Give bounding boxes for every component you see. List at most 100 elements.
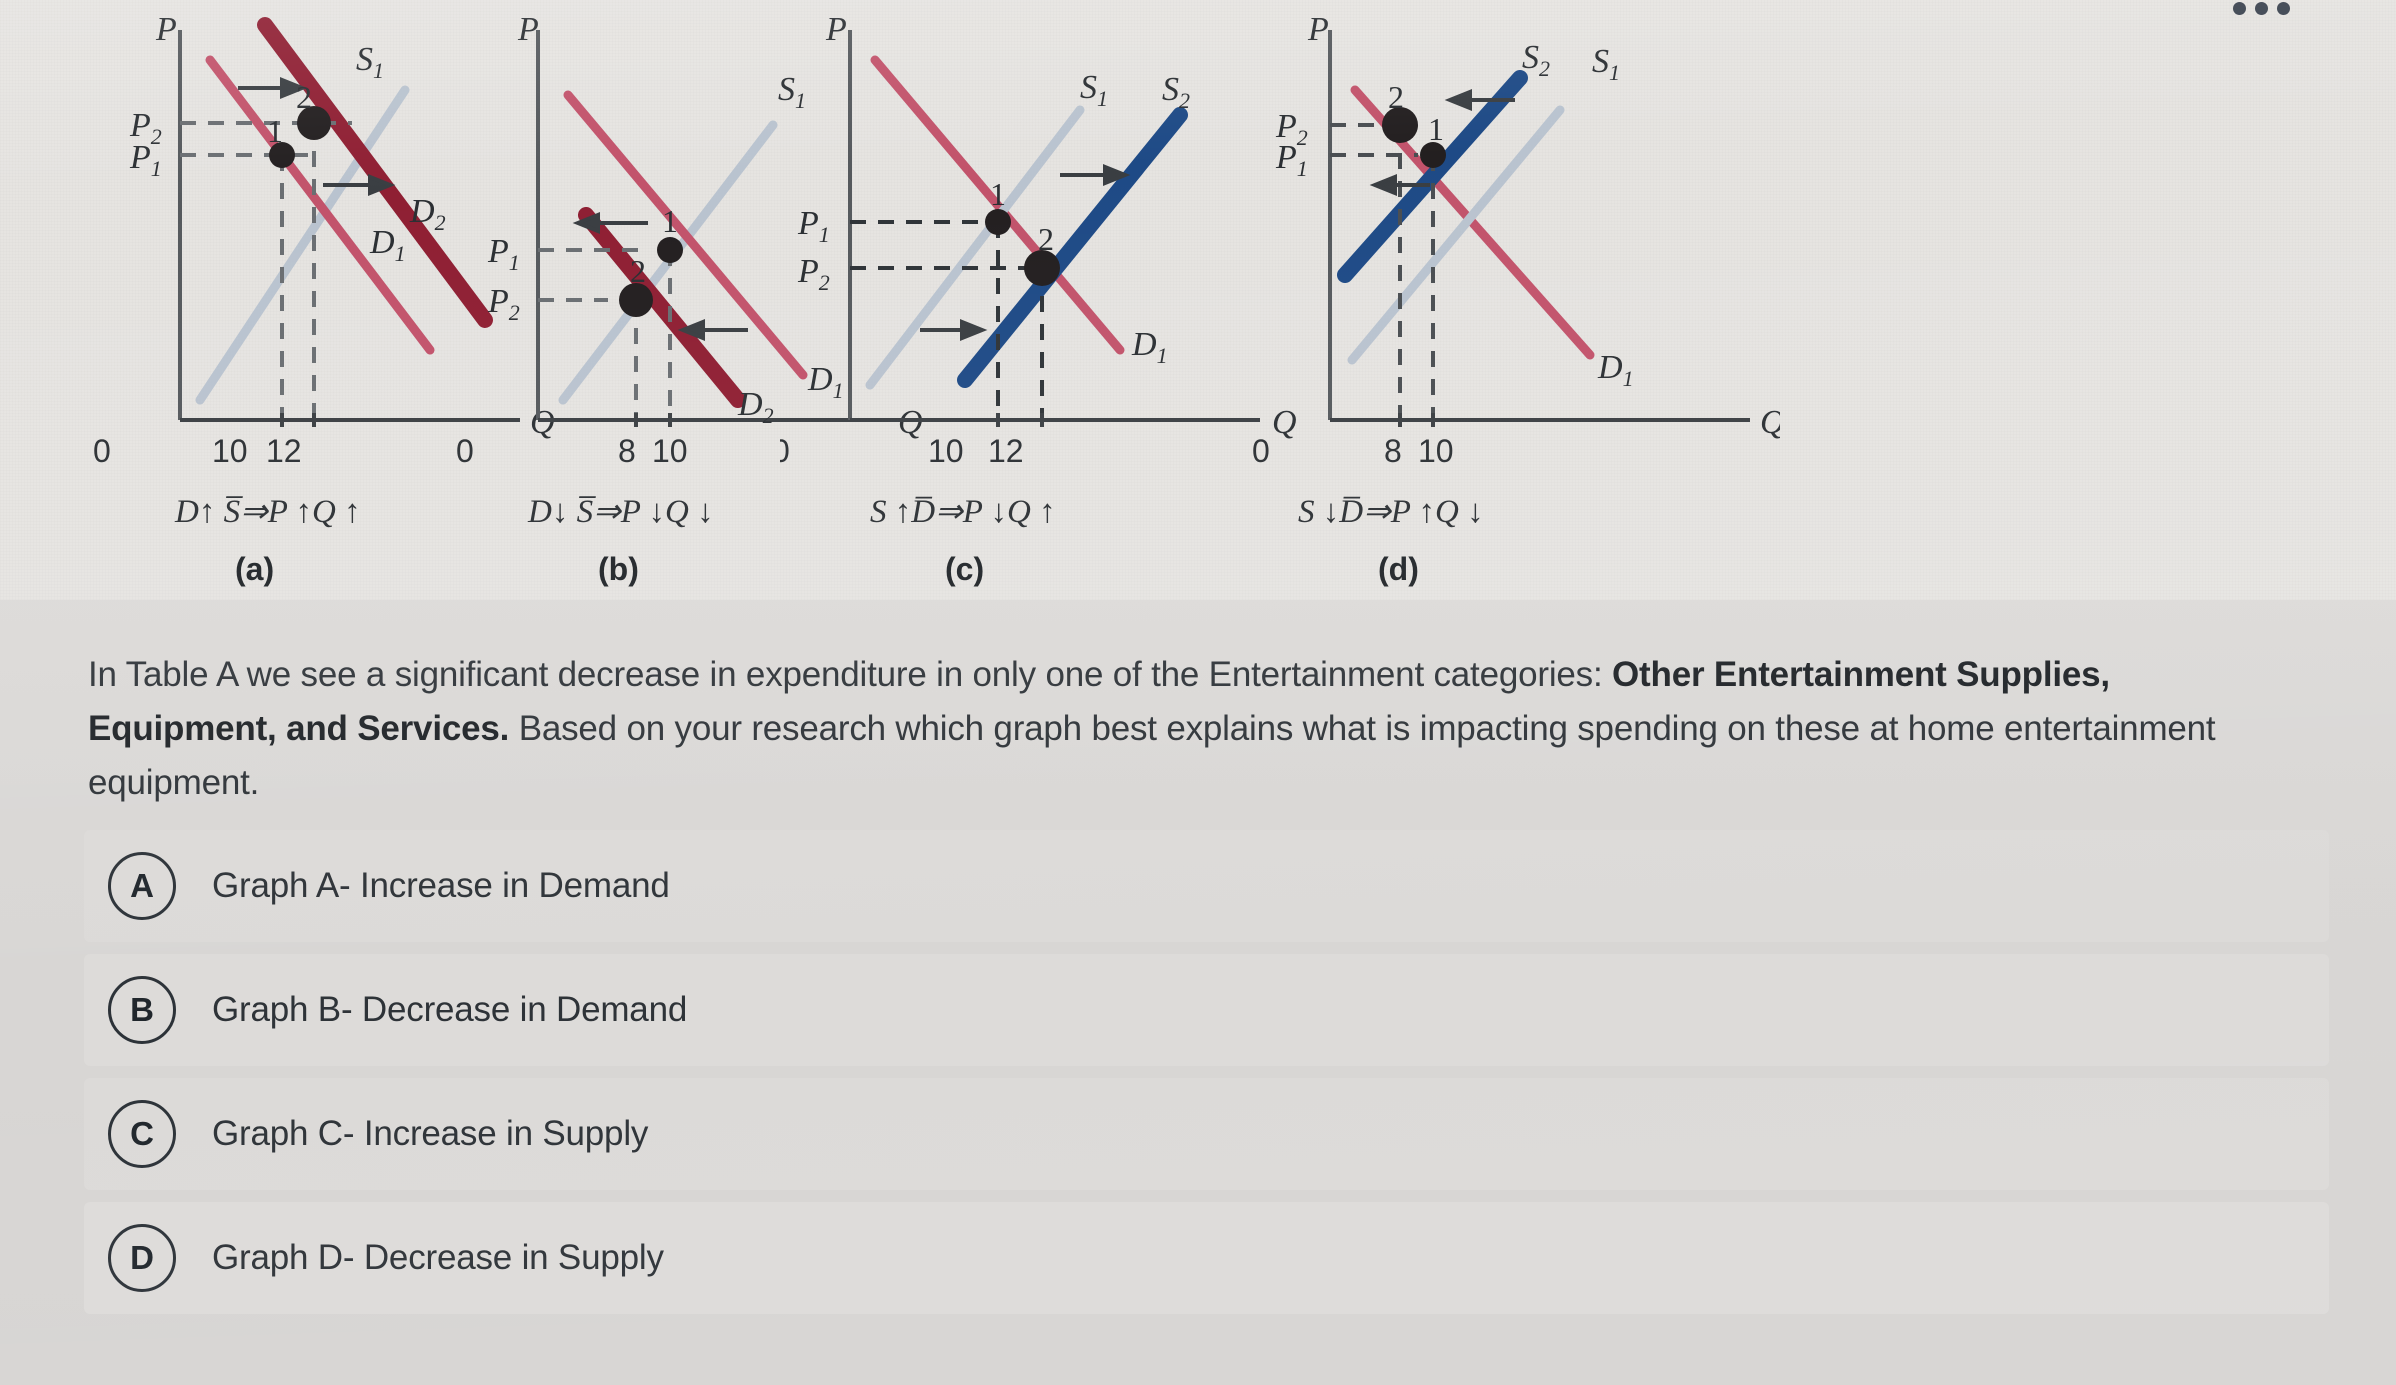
label-d1: D1 [369,224,406,266]
graph-panel-b: P Q P1 P2 S1 D1 D2 1 2 0 8 10 D↓ S̅⇒P ↓Q… [418,0,978,600]
dot-3 [2277,2,2290,15]
question-part-2: Based on your research which graph best … [88,709,2216,802]
shift-arrow-upper [1060,164,1131,186]
point-label-1: 1 [1428,111,1444,147]
x-tick-label-2: 12 [988,433,1024,469]
dot-1 [2233,2,2246,15]
panel-caption: (c) [945,551,984,587]
option-row-b[interactable]: B Graph B- Decrease in Demand [84,954,2329,1066]
panel-caption: (b) [598,551,639,587]
question-part-1: In Table A we see a significant decrease… [88,655,1613,694]
label-p2: P2 [797,253,830,295]
more-options-icon[interactable] [2233,2,2290,15]
shift-arrow-lower [677,319,748,341]
option-letter-a[interactable]: A [108,852,176,920]
equilibrium-point-2 [1382,107,1418,143]
x-tick-label-1: 10 [212,433,248,469]
question-bold-phrase: Other Entertainment Supplies, Equipment,… [88,655,2110,748]
label-p1: P1 [487,233,520,275]
label-d1: D1 [1597,349,1634,391]
equilibrium-point-2 [1024,250,1060,286]
curve-d1 [563,90,808,380]
graph-panel-d: P Q P2 P1 S2 S1 D1 2 1 0 8 10 S ↓D̅⇒P ↑Q… [1140,0,1780,600]
option-label-d: Graph D- Decrease in Supply [212,1238,664,1277]
label-d1: D1 [1131,326,1168,368]
graph-panel-c: P Q P1 P2 S1 S2 D1 1 2 0 10 12 S ↑D̅⇒P ↓… [780,0,1340,600]
x-tick-label-2: 10 [1418,433,1454,469]
option-row-c[interactable]: C Graph C- Increase in Supply [84,1078,2329,1190]
shift-arrow-upper [572,212,648,234]
label-d2: D2 [737,386,774,428]
axis-label-p: P [517,11,539,48]
option-letter-d[interactable]: D [108,1224,176,1292]
figure-strip: P Q P2 P1 S1 D1 D2 2 1 0 10 12 D↑ S̅⇒P ↑… [0,0,2396,600]
option-label-a: Graph A- Increase in Demand [212,866,670,905]
axis-label-q: Q [1760,404,1780,441]
point-label-2: 2 [630,253,646,289]
x-tick-label-1: 8 [618,433,636,469]
panel-formula: S ↑D̅⇒P ↓Q ↑ [870,494,1056,530]
x-tick-label-2: 12 [266,433,302,469]
origin-label: 0 [93,433,111,469]
axis-label-p: P [155,11,177,48]
answer-options-list: A Graph A- Increase in Demand B Graph B-… [84,830,2329,1326]
label-d1: D1 [807,361,844,403]
x-tick-label-1: 10 [928,433,964,469]
curve-d1 [205,55,435,355]
graph-panel-a: P Q P2 P1 S1 D1 D2 2 1 0 10 12 D↑ S̅⇒P ↑… [60,0,620,600]
point-label-2: 2 [296,79,312,115]
curve-d2 [257,17,493,328]
x-tick-label-1: 8 [1384,433,1402,469]
panel-caption: (d) [1378,551,1419,587]
equilibrium-point-1 [985,209,1011,235]
question-text: In Table A we see a significant decrease… [88,648,2298,810]
shift-arrow-lower [920,319,988,341]
option-letter-c[interactable]: C [108,1100,176,1168]
panel-formula: S ↓D̅⇒P ↑Q ↓ [1298,494,1484,530]
label-p1: P1 [797,205,830,247]
origin-label: 0 [456,433,474,469]
origin-label: 0 [1252,433,1270,469]
label-s2: S2 [1522,39,1550,81]
axis-label-q: Q [530,404,555,441]
point-label-2: 2 [1388,79,1404,115]
shift-arrow-lower [323,174,396,196]
axis-label-p: P [1307,11,1329,48]
axis-label-q: Q [1272,404,1297,441]
axis-label-q: Q [898,404,923,441]
shift-arrow-upper [238,77,308,99]
point-label-1: 1 [267,113,283,149]
axis-label-p: P [825,11,847,48]
panel-formula: D↓ S̅⇒P ↓Q ↓ [527,494,714,530]
point-label-1: 1 [990,176,1006,212]
curve-s1 [195,85,410,405]
option-row-a[interactable]: A Graph A- Increase in Demand [84,830,2329,942]
origin-label: 0 [780,433,790,469]
panel-caption: (a) [235,551,274,587]
equilibrium-point-2 [297,106,331,140]
shift-arrow-lower [1369,174,1430,196]
shift-arrow-upper [1444,89,1515,111]
point-label-1: 1 [662,203,678,239]
point-label-2: 2 [1038,221,1054,257]
option-label-c: Graph C- Increase in Supply [212,1114,649,1153]
curve-d2 [578,207,746,408]
dot-2 [2255,2,2268,15]
curve-s2 [957,107,1188,388]
equilibrium-point-1 [1420,142,1446,168]
curve-s1 [865,105,1085,390]
option-row-d[interactable]: D Graph D- Decrease in Supply [84,1202,2329,1314]
curve-s1 [1347,105,1565,365]
equilibrium-point-2 [619,283,653,317]
curve-s2 [1337,70,1528,283]
label-s1: S1 [1080,69,1108,111]
panel-formula: D↑ S̅⇒P ↑Q ↑ [174,494,361,530]
option-letter-b[interactable]: B [108,976,176,1044]
x-tick-label-2: 10 [652,433,688,469]
curve-d1 [870,55,1125,355]
option-label-b: Graph B- Decrease in Demand [212,990,688,1029]
label-p2: P2 [487,283,520,325]
equilibrium-point-1 [657,237,683,263]
label-s1: S1 [1592,43,1620,85]
equilibrium-point-1 [269,142,295,168]
